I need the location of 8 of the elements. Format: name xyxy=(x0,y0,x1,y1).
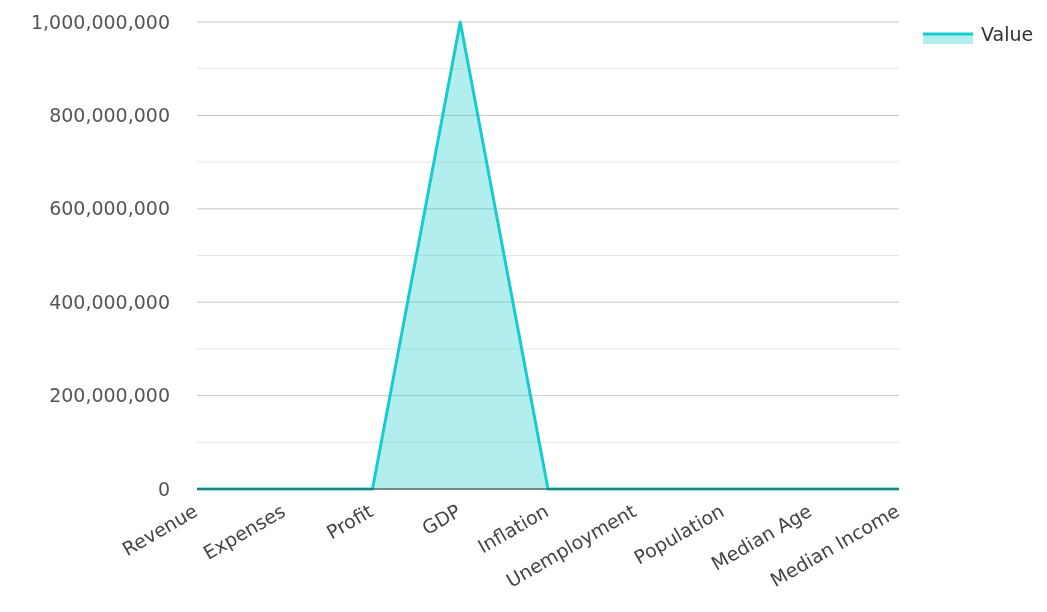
legend-label: Value xyxy=(981,22,1034,45)
y-tick-label: 200,000,000 xyxy=(49,384,170,407)
y-tick-label: 600,000,000 xyxy=(49,197,170,220)
y-tick-label: 800,000,000 xyxy=(49,104,170,127)
x-tick-label: GDP xyxy=(417,499,465,539)
y-tick-label: 400,000,000 xyxy=(49,290,170,313)
y-tick-label: 1,000,000,000 xyxy=(30,10,170,33)
y-tick-label: 0 xyxy=(157,477,170,500)
